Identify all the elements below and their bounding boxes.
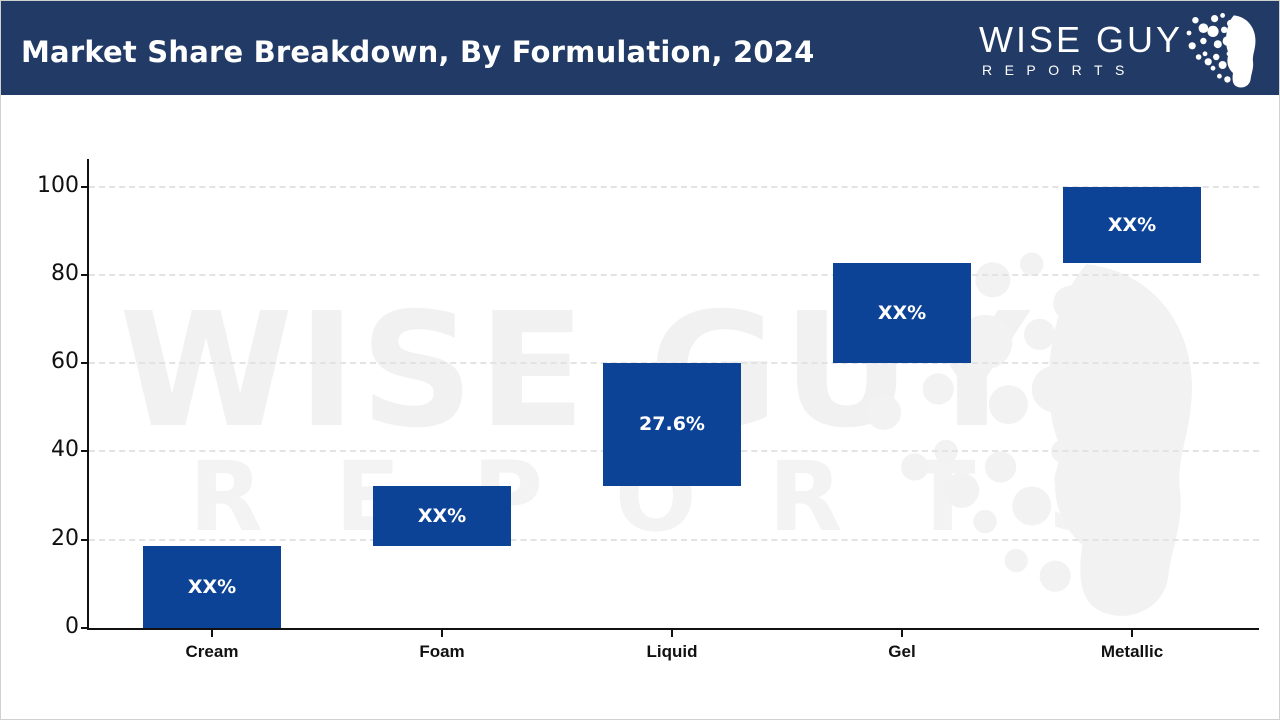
y-tick-mark-0 [81,627,89,629]
bar-value-label-gel: XX% [877,301,927,324]
x-category-label-foam: Foam [419,642,465,661]
y-tick-mark-40 [81,450,89,453]
bar-value-label-cream: XX% [187,575,237,598]
x-tick-mark-metallic [1131,630,1133,637]
dotted-head-icon [1186,13,1256,88]
x-category-label-metallic: Metallic [1100,642,1164,661]
gridline-80 [89,273,1259,276]
x-tick-mark-liquid [671,630,673,637]
gridline-100 [89,185,1259,188]
brand-logo-text: WISE GUY REPORTS [978,18,1183,78]
bar-foam: XX% [373,485,511,546]
bar-gel: XX% [833,262,971,364]
gridline-20 [89,538,1259,541]
brand-logo: WISE GUY REPORTS [979,7,1263,89]
bar-value-label-foam: XX% [417,504,467,527]
bar-value-label-metallic: XX% [1107,213,1157,236]
x-tick-mark-gel [901,630,903,637]
y-tick-label-60: 60 [51,349,79,375]
y-tick-label-20: 20 [51,525,79,551]
chart-title: Market Share Breakdown, By Formulation, … [21,35,815,69]
bar-cream: XX% [143,545,281,628]
x-category-label-gel: Gel [888,642,916,661]
y-tick-mark-100 [81,185,89,188]
waterfall-chart: 0 20 40 60 80 100 XX% Cream XX% Foam 27.6% Liquid XX… [1,95,1279,719]
bar-value-label-liquid: 27.6% [639,413,705,436]
brand-name: WISE GUY [978,18,1183,60]
x-tick-mark-cream [211,630,213,637]
header-band: Market Share Breakdown, By Formulation, … [1,1,1279,95]
x-tick-mark-foam [441,630,443,637]
y-tick-label-80: 80 [51,260,79,286]
y-axis-line [87,159,89,630]
y-tick-label-40: 40 [51,437,79,463]
brand-subname: REPORTS [981,61,1137,78]
x-category-label-cream: Cream [185,642,239,661]
y-tick-mark-60 [81,362,89,365]
x-axis-line [87,628,1259,630]
y-tick-mark-20 [81,538,89,541]
x-category-label-liquid: Liquid [646,642,698,661]
y-tick-label-0: 0 [65,614,79,639]
y-tick-mark-80 [81,273,89,276]
bar-metallic: XX% [1063,186,1201,263]
bar-liquid: 27.6% [603,363,741,486]
y-tick-label-100: 100 [37,172,79,198]
